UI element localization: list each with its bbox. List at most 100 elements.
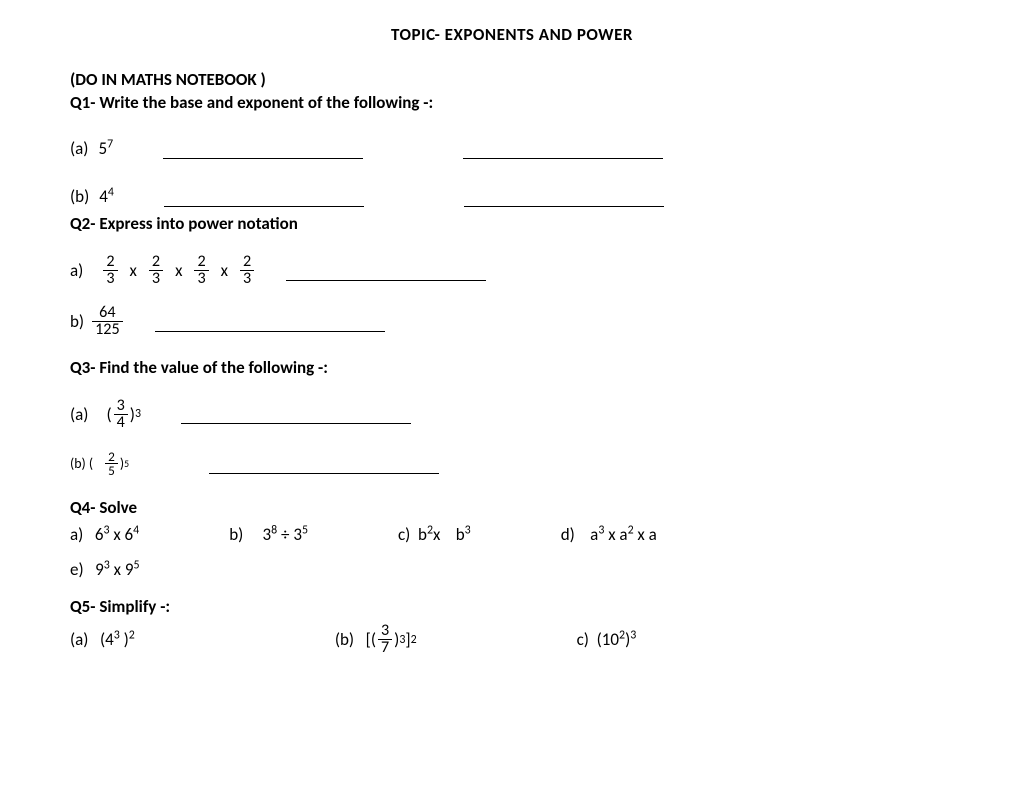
q5-options: (a) (43 )2 (b) [( 3 7 )3]2 c) (102)3 bbox=[70, 623, 954, 670]
expr: b bbox=[418, 524, 427, 545]
exp: 2 bbox=[129, 628, 135, 642]
q3-a-blank[interactable] bbox=[181, 404, 411, 424]
q1-b-row: (b) 44 bbox=[70, 177, 954, 207]
q5-b-label: (b) bbox=[335, 629, 354, 650]
exp: 5 bbox=[133, 558, 139, 572]
q1-a-exp: 7 bbox=[107, 137, 113, 151]
mult-icon: x bbox=[130, 260, 137, 281]
q5-c-label: c) bbox=[577, 629, 589, 650]
q1-prompt: Q1- Write the base and exponent of the f… bbox=[70, 92, 954, 113]
q1-b-blank-2[interactable] bbox=[464, 187, 664, 207]
q4-b-label: b) bbox=[229, 524, 243, 545]
q2-b-label: b) bbox=[70, 311, 84, 332]
frac-den: 3 bbox=[240, 270, 254, 287]
q2-a-frac-2: 2 3 bbox=[149, 254, 163, 287]
frac-den: 3 bbox=[149, 270, 163, 287]
q4-e: e) 93 x 95 bbox=[70, 559, 864, 580]
frac-den: 3 bbox=[194, 270, 208, 287]
expr: (10 bbox=[597, 629, 619, 650]
q3-b-blank[interactable] bbox=[209, 454, 439, 474]
exp: 4 bbox=[133, 523, 139, 537]
q4-d: d) a3 x a2 x a bbox=[561, 524, 657, 545]
q2-a-row: a) 2 3 x 2 3 x 2 3 x 2 3 bbox=[70, 254, 954, 287]
q2-a-frac-1: 2 3 bbox=[103, 254, 117, 287]
expr: b bbox=[456, 524, 465, 545]
frac-num: 2 bbox=[149, 254, 163, 270]
frac-den: 125 bbox=[92, 321, 123, 338]
q5-c: c) (102)3 bbox=[577, 629, 637, 650]
q4-d-label: d) bbox=[561, 524, 575, 545]
q4-options: a) 63 x 64 b) 38 ÷ 35 c) b2x b3 d) a3 x … bbox=[70, 524, 954, 580]
q2-a-blank[interactable] bbox=[286, 261, 486, 281]
exp: 5 bbox=[302, 523, 308, 537]
expr: (4 bbox=[100, 629, 114, 650]
q2-a-frac-4: 2 3 bbox=[240, 254, 254, 287]
frac-num: 3 bbox=[378, 623, 392, 639]
q4-c: c) b2x b3 bbox=[398, 524, 471, 545]
q4-a: a) 63 x 64 bbox=[70, 524, 139, 545]
q2-b-row: b) 64 125 bbox=[70, 305, 954, 338]
expr: x 6 bbox=[113, 524, 133, 545]
frac-num: 2 bbox=[240, 254, 254, 270]
q5-a-label: (a) bbox=[70, 629, 88, 650]
q1-b-exp: 4 bbox=[108, 185, 114, 199]
q3-prompt: Q3- Find the value of the following -: bbox=[70, 357, 954, 378]
q5-a: (a) (43 )2 bbox=[70, 629, 135, 650]
frac-num: 64 bbox=[96, 305, 118, 321]
open-paren: ( bbox=[106, 404, 111, 425]
q1-a-label: (a) bbox=[70, 138, 88, 159]
frac-num: 3 bbox=[114, 398, 128, 414]
q3-a-expr: ( 3 4 )3 bbox=[98, 398, 141, 431]
expr: 3 bbox=[263, 524, 272, 545]
expr: ] bbox=[405, 629, 410, 650]
q2-a-frac-3: 2 3 bbox=[194, 254, 208, 287]
mult-icon: x bbox=[221, 260, 228, 281]
exp: 3 bbox=[103, 523, 109, 537]
q5-prompt: Q5- Simplify -: bbox=[70, 596, 954, 617]
expr: ÷ 3 bbox=[277, 524, 302, 545]
q4-e-label: e) bbox=[70, 559, 84, 580]
q3-b-row: (b) ( 2 5 )5 bbox=[70, 449, 954, 479]
exp: 3 bbox=[630, 628, 636, 642]
q1-a-row: (a) 57 bbox=[70, 129, 954, 159]
frac-num: 2 bbox=[194, 254, 208, 270]
q5-b: (b) [( 3 7 )3]2 bbox=[335, 623, 417, 656]
q2-prompt: Q2- Express into power notation bbox=[70, 213, 954, 234]
q3-a-frac: 3 4 bbox=[114, 398, 128, 431]
instruction-text: (DO IN MATHS NOTEBOOK ) bbox=[70, 69, 954, 90]
q2-a-label: a) bbox=[70, 260, 83, 281]
frac-den: 4 bbox=[114, 414, 128, 431]
q3-b-label: (b) ( bbox=[70, 455, 93, 472]
frac-den: 7 bbox=[378, 639, 392, 656]
q2-b-blank[interactable] bbox=[155, 312, 385, 332]
q1-b-blank-1[interactable] bbox=[164, 187, 364, 207]
q4-c-label: c) bbox=[398, 524, 410, 545]
q3-a-label: (a) bbox=[70, 404, 88, 425]
expr: ) bbox=[120, 629, 129, 650]
q3-b-frac: 2 5 bbox=[105, 450, 118, 478]
q4-a-label: a) bbox=[70, 524, 83, 545]
q1-b-label: (b) bbox=[70, 186, 89, 207]
expr: x bbox=[433, 524, 440, 545]
q1-a-blank-2[interactable] bbox=[463, 139, 663, 159]
q1-b-base: 4 bbox=[99, 186, 108, 207]
exp: 3 bbox=[465, 523, 471, 537]
page-title: TOPIC- EXPONENTS AND POWER bbox=[70, 24, 954, 45]
q4-b: b) 38 ÷ 35 bbox=[229, 524, 308, 545]
frac-den: 3 bbox=[103, 270, 117, 287]
frac-num: 2 bbox=[103, 254, 117, 270]
expr: x 9 bbox=[110, 559, 134, 580]
expr: [( bbox=[366, 629, 376, 650]
mult-icon: x bbox=[175, 260, 182, 281]
expr: 9 bbox=[95, 559, 104, 580]
expr: x a bbox=[604, 524, 627, 545]
q1-b-expr: 44 bbox=[99, 186, 114, 207]
expr: x a bbox=[634, 524, 657, 545]
q1-a-base: 5 bbox=[98, 138, 107, 159]
frac-num: 2 bbox=[105, 450, 118, 463]
q5-b-frac: 3 7 bbox=[378, 623, 392, 656]
frac-den: 5 bbox=[105, 463, 118, 477]
q1-a-expr: 57 bbox=[98, 138, 113, 159]
q3-a-row: (a) ( 3 4 )3 bbox=[70, 398, 954, 431]
q1-a-blank-1[interactable] bbox=[163, 139, 363, 159]
